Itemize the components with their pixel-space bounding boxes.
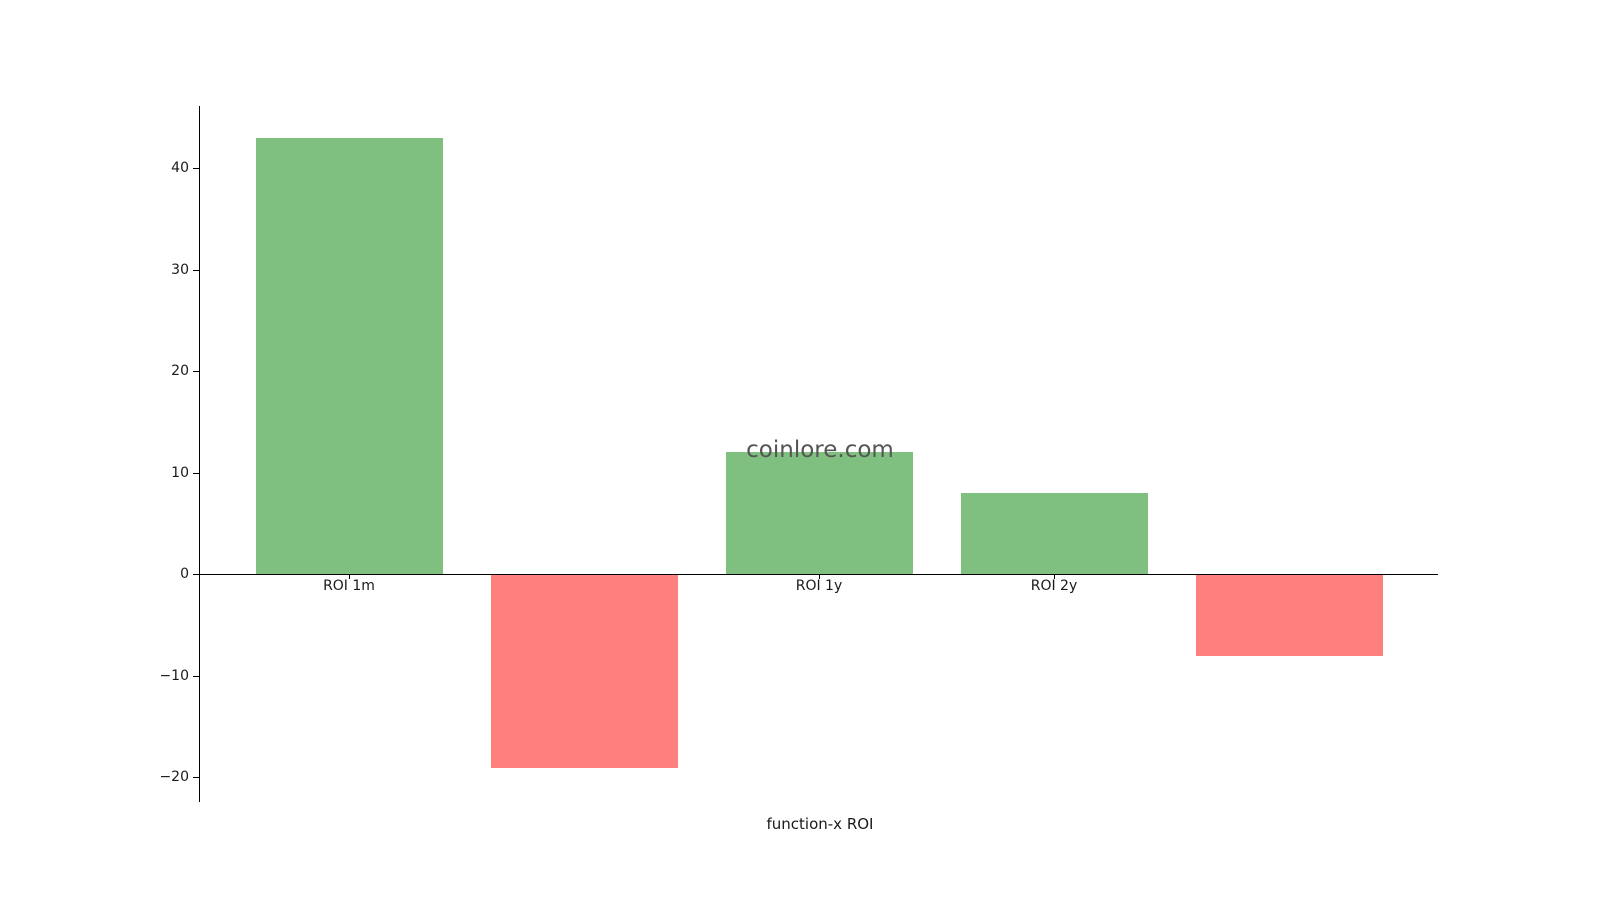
y-tick-mark [193,472,200,474]
x-axis-title: function-x ROI [766,815,874,833]
bar [725,452,913,574]
y-tick-mark [193,168,200,169]
x-tick-mark [349,575,350,579]
y-tick-mark [193,675,200,677]
y-tick-mark [193,269,200,271]
y-tick-label: 40 [171,160,189,176]
y-tick-label: 20 [171,363,189,379]
y-tick-mark [193,574,200,575]
x-tick-label: ROI 1y [795,578,843,594]
bar [960,492,1148,574]
x-tick-label: ROI 1m [323,578,375,594]
y-tick-mark [193,371,200,372]
x-tick-label: ROI 2y [1030,578,1078,594]
y-tick-label: −10 [159,667,189,684]
y-tick-label: 0 [180,566,189,582]
x-tick-mark [819,575,820,579]
x-tick-mark [1054,575,1055,579]
y-axis-spine [199,106,200,802]
y-tick-mark [193,777,200,778]
watermark-text: coinlore.com [746,437,894,463]
bar [1195,575,1383,657]
y-tick-label: −20 [159,769,189,785]
bar [255,137,443,574]
y-tick-label: 10 [171,464,189,481]
y-tick-label: 30 [171,261,189,278]
x-axis-zero-line [199,574,1438,575]
bar [490,575,678,768]
